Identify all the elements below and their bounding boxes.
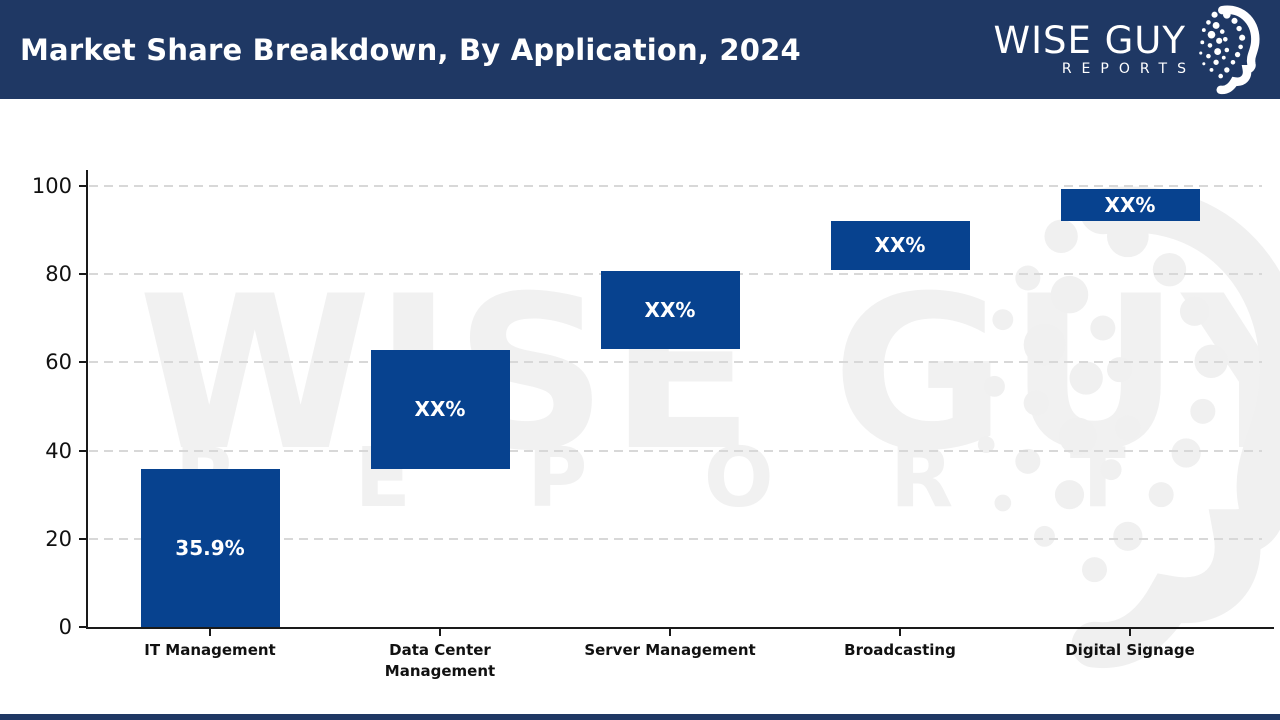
- y-tick-label: 100: [31, 174, 72, 198]
- brand-subtitle: REPORTS: [1061, 60, 1196, 77]
- x-tick-mark: [899, 629, 901, 636]
- x-category-label: IT Management: [144, 641, 276, 659]
- bar: XX%: [600, 271, 740, 350]
- y-tick-mark: [79, 361, 87, 364]
- x-category-label: Server Management: [584, 641, 756, 659]
- bar-value-label: 35.9%: [175, 535, 245, 560]
- y-tick-label: 80: [45, 262, 72, 287]
- y-tick-label: 0: [58, 615, 72, 639]
- gridline: [89, 449, 1262, 452]
- bar: XX%: [1060, 188, 1200, 221]
- logo-head-icon: [1199, 5, 1260, 94]
- y-tick-mark: [79, 537, 87, 540]
- gridline: [89, 361, 1262, 364]
- footer-band: [0, 714, 1280, 720]
- bar-value-label: XX%: [1104, 192, 1156, 217]
- bar-value-label: XX%: [644, 298, 696, 323]
- x-tick-mark: [209, 629, 211, 636]
- y-tick-mark: [79, 185, 87, 187]
- gridline: [89, 185, 1262, 187]
- bar: XX%: [830, 220, 970, 270]
- y-tick-mark: [79, 449, 87, 452]
- x-tick-mark: [669, 629, 671, 636]
- bar-value-label: XX%: [874, 233, 926, 258]
- y-tick-mark: [79, 273, 87, 276]
- x-category-label: Broadcasting: [844, 641, 956, 659]
- y-tick-label: 40: [45, 438, 72, 463]
- gridline: [89, 537, 1262, 540]
- bar: 35.9%: [140, 468, 280, 627]
- brand-logo-text: WISE GUY REPORTS: [993, 18, 1186, 78]
- brand-name: WISE GUY: [993, 18, 1186, 62]
- watermark-head-icon: [977, 186, 1280, 669]
- header-band: Market Share Breakdown, By Application, …: [0, 0, 1280, 99]
- x-axis-spine: [86, 627, 1274, 629]
- y-tick-mark: [79, 626, 87, 628]
- y-axis-spine: [86, 170, 88, 629]
- y-tick-label: 20: [45, 526, 72, 551]
- x-tick-mark: [439, 629, 441, 636]
- bar: XX%: [370, 350, 510, 469]
- x-tick-mark: [1129, 629, 1131, 636]
- x-category-label: Digital Signage: [1065, 641, 1195, 659]
- y-tick-label: 60: [45, 350, 72, 375]
- page-title: Market Share Breakdown, By Application, …: [20, 32, 801, 67]
- bar-value-label: XX%: [414, 397, 466, 422]
- x-category-label: Data Center Management: [384, 641, 496, 680]
- brand-logo: WISE GUY REPORTS: [994, 4, 1280, 96]
